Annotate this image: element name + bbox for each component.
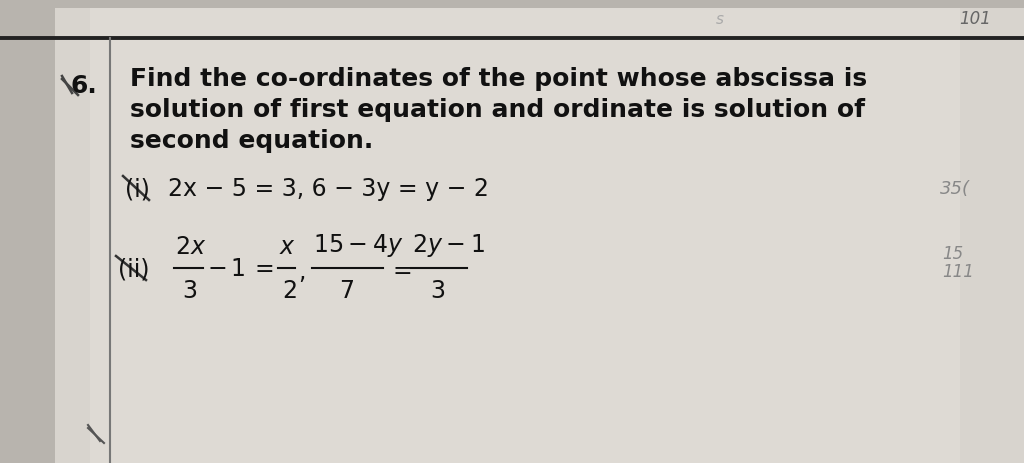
Text: solution of first equation and ordinate is solution of: solution of first equation and ordinate … — [130, 98, 865, 122]
Text: $2y-1$: $2y-1$ — [412, 232, 484, 258]
Text: (ii): (ii) — [118, 257, 150, 281]
Text: (i): (i) — [125, 176, 150, 200]
Text: ,: , — [298, 259, 305, 283]
Text: Find the co-ordinates of the point whose abscissa is: Find the co-ordinates of the point whose… — [130, 67, 867, 91]
Text: $2x$: $2x$ — [175, 234, 206, 258]
Text: $x$: $x$ — [279, 234, 296, 258]
Text: 2x − 5 = 3, 6 − 3y = y − 2: 2x − 5 = 3, 6 − 3y = y − 2 — [168, 176, 488, 200]
Text: 6.: 6. — [70, 74, 96, 98]
Text: $2$: $2$ — [282, 278, 297, 302]
Text: 35(: 35( — [940, 180, 970, 198]
Text: 111: 111 — [942, 263, 974, 281]
Text: $3$: $3$ — [430, 278, 445, 302]
Text: $=$: $=$ — [388, 257, 412, 281]
Text: $7$: $7$ — [339, 278, 354, 302]
Text: second equation.: second equation. — [130, 129, 374, 153]
Text: $-\,1\,=$: $-\,1\,=$ — [207, 257, 273, 281]
Text: 15: 15 — [942, 244, 964, 263]
Text: $3$: $3$ — [182, 278, 198, 302]
Text: $15-4y$: $15-4y$ — [313, 232, 403, 258]
Text: s: s — [716, 12, 724, 26]
Bar — [90, 9, 961, 463]
Text: 101: 101 — [959, 10, 991, 28]
